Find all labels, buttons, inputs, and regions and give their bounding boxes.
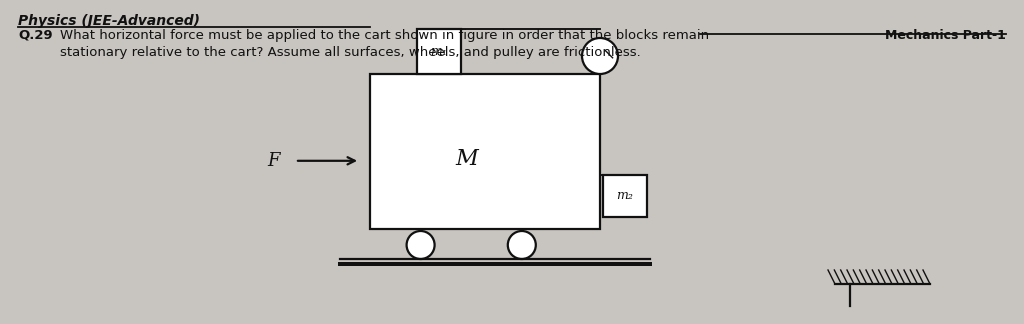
Text: m₁: m₁ xyxy=(430,45,447,58)
Bar xyxy=(603,175,647,217)
Text: F: F xyxy=(267,152,280,170)
Circle shape xyxy=(407,231,434,259)
Text: Mechanics Part-1: Mechanics Part-1 xyxy=(885,29,1006,42)
Bar xyxy=(417,29,461,74)
Circle shape xyxy=(582,38,618,74)
Circle shape xyxy=(508,231,536,259)
Text: What horizontal force must be applied to the cart shown in figure in order that : What horizontal force must be applied to… xyxy=(60,29,710,42)
Bar xyxy=(370,74,600,229)
Text: stationary relative to the cart? Assume all surfaces, wheels, and pulley are fri: stationary relative to the cart? Assume … xyxy=(60,46,641,59)
Text: M: M xyxy=(456,148,478,170)
Text: Q.29: Q.29 xyxy=(18,29,52,42)
Text: Physics (JEE-Advanced): Physics (JEE-Advanced) xyxy=(18,14,200,28)
Text: m₂: m₂ xyxy=(616,189,634,202)
